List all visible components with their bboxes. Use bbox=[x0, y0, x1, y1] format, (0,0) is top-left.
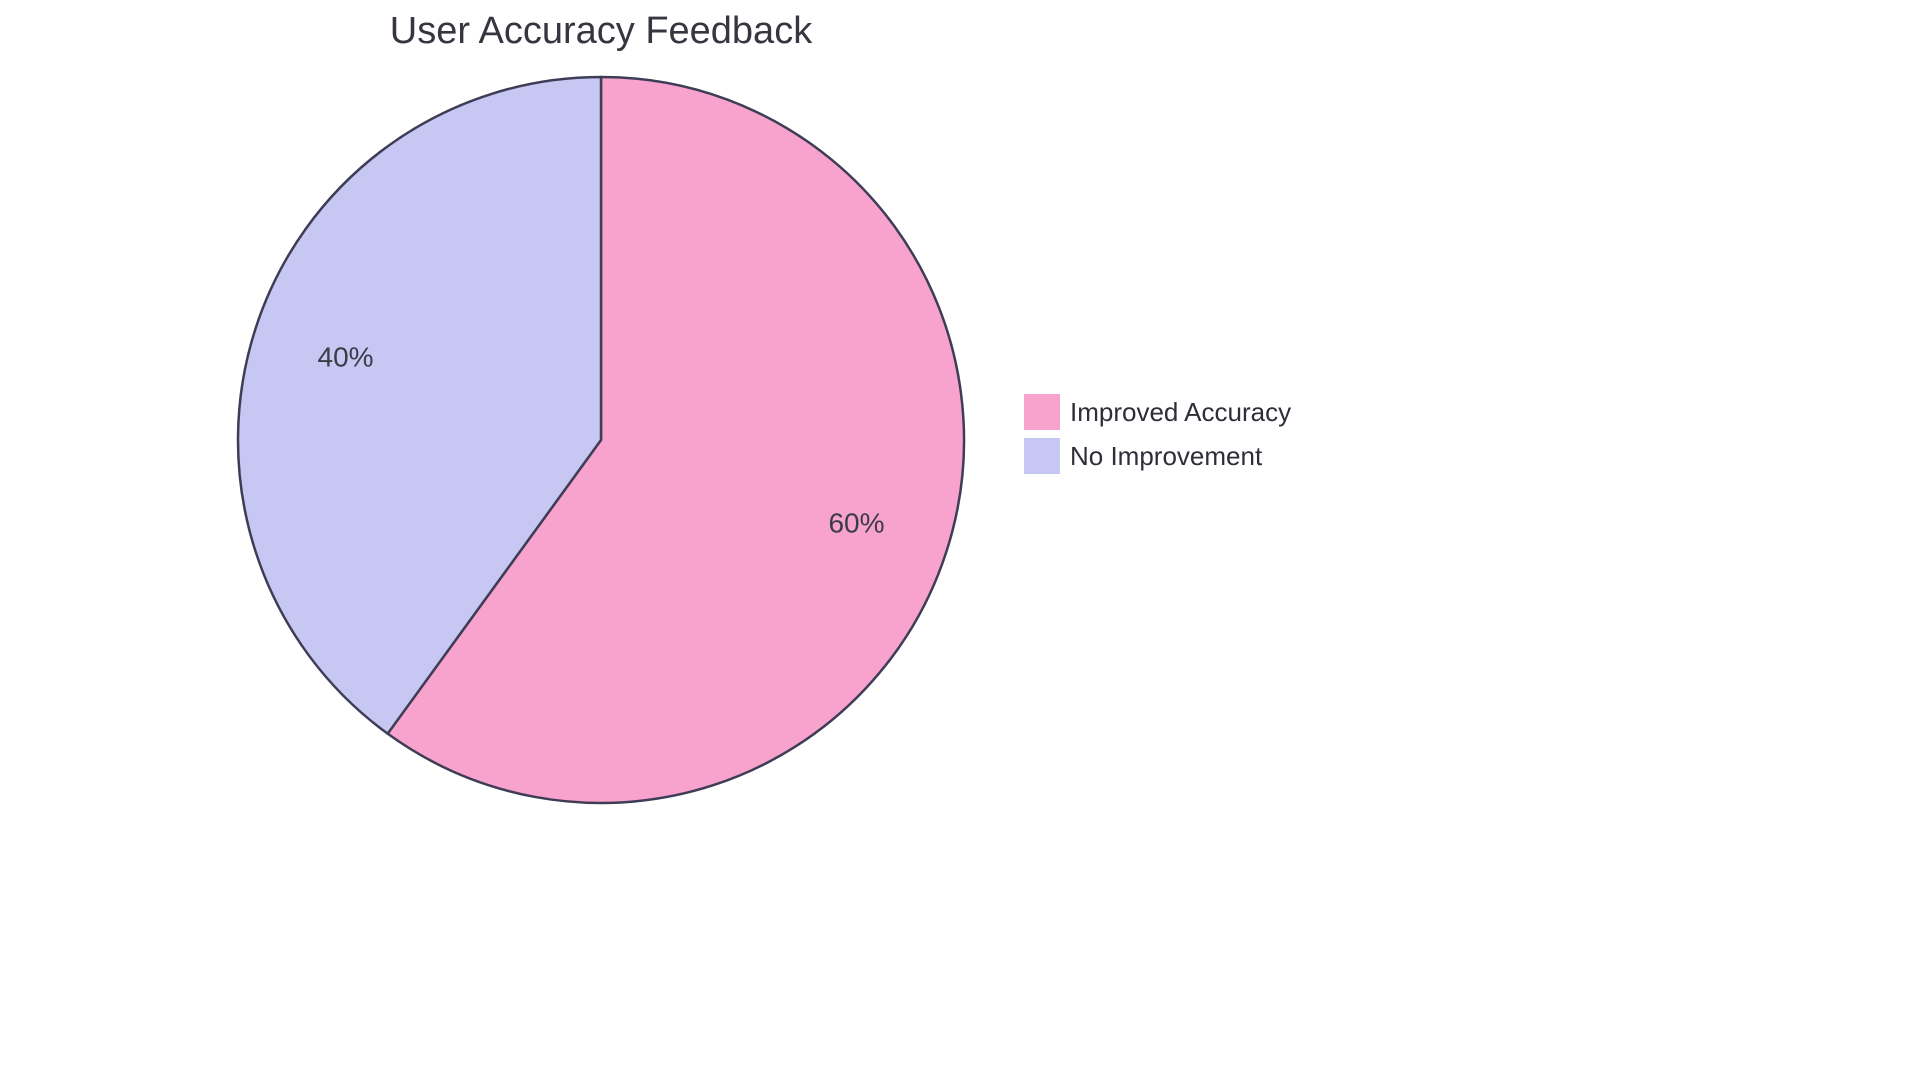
slice-percent-label: 40% bbox=[318, 341, 374, 372]
legend-item: No Improvement bbox=[1024, 438, 1291, 474]
slice-percent-label: 60% bbox=[828, 508, 884, 539]
pie-slice-1 bbox=[236, 75, 603, 735]
pie-slice-0 bbox=[386, 75, 966, 805]
legend-item: Improved Accuracy bbox=[1024, 394, 1291, 430]
legend-swatch-no-improvement bbox=[1024, 438, 1060, 474]
legend: Improved Accuracy No Improvement bbox=[1024, 394, 1291, 474]
legend-label-no-improvement: No Improvement bbox=[1070, 440, 1263, 471]
chart-title: User Accuracy Feedback bbox=[389, 10, 813, 52]
legend-swatch-improved-accuracy bbox=[1024, 394, 1060, 430]
legend-label-improved-accuracy: Improved Accuracy bbox=[1070, 396, 1292, 427]
